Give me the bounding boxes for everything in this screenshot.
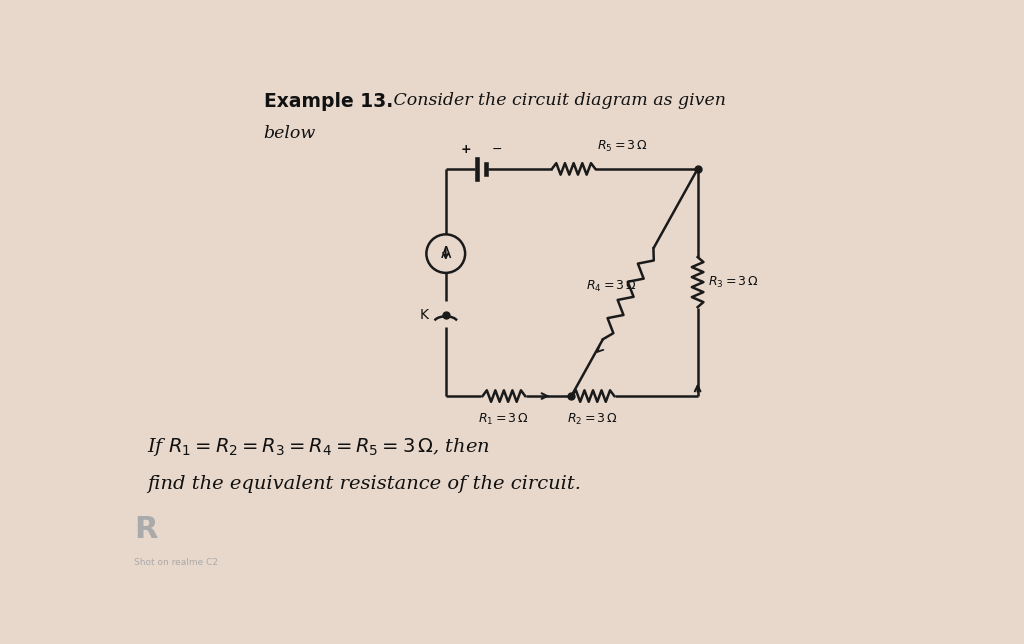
Text: If $R_1 = R_2 = R_3 = R_4 = R_5 = 3\,\Omega$, then: If $R_1 = R_2 = R_3 = R_4 = R_5 = 3\,\Om… <box>147 436 490 458</box>
Text: find the equivalent resistance of the circuit.: find the equivalent resistance of the ci… <box>147 475 582 493</box>
Text: Consider the circuit diagram as given: Consider the circuit diagram as given <box>388 92 726 109</box>
Text: −: − <box>492 143 502 156</box>
Text: $R_4 = 3\,\Omega$: $R_4 = 3\,\Omega$ <box>586 279 637 294</box>
Text: $R_2 = 3\,\Omega$: $R_2 = 3\,\Omega$ <box>567 412 618 426</box>
Text: Shot on realme C2: Shot on realme C2 <box>134 558 218 567</box>
Text: $R_1 = 3\,\Omega$: $R_1 = 3\,\Omega$ <box>478 412 529 426</box>
Text: K: K <box>420 308 429 322</box>
Text: Example 13.: Example 13. <box>263 92 393 111</box>
Text: +: + <box>461 143 471 156</box>
Text: A: A <box>440 246 451 261</box>
Text: $R_5 = 3\,\Omega$: $R_5 = 3\,\Omega$ <box>597 138 648 153</box>
Text: R: R <box>134 515 158 544</box>
Text: below: below <box>263 125 315 142</box>
Text: $R_3 = 3\,\Omega$: $R_3 = 3\,\Omega$ <box>708 274 759 290</box>
